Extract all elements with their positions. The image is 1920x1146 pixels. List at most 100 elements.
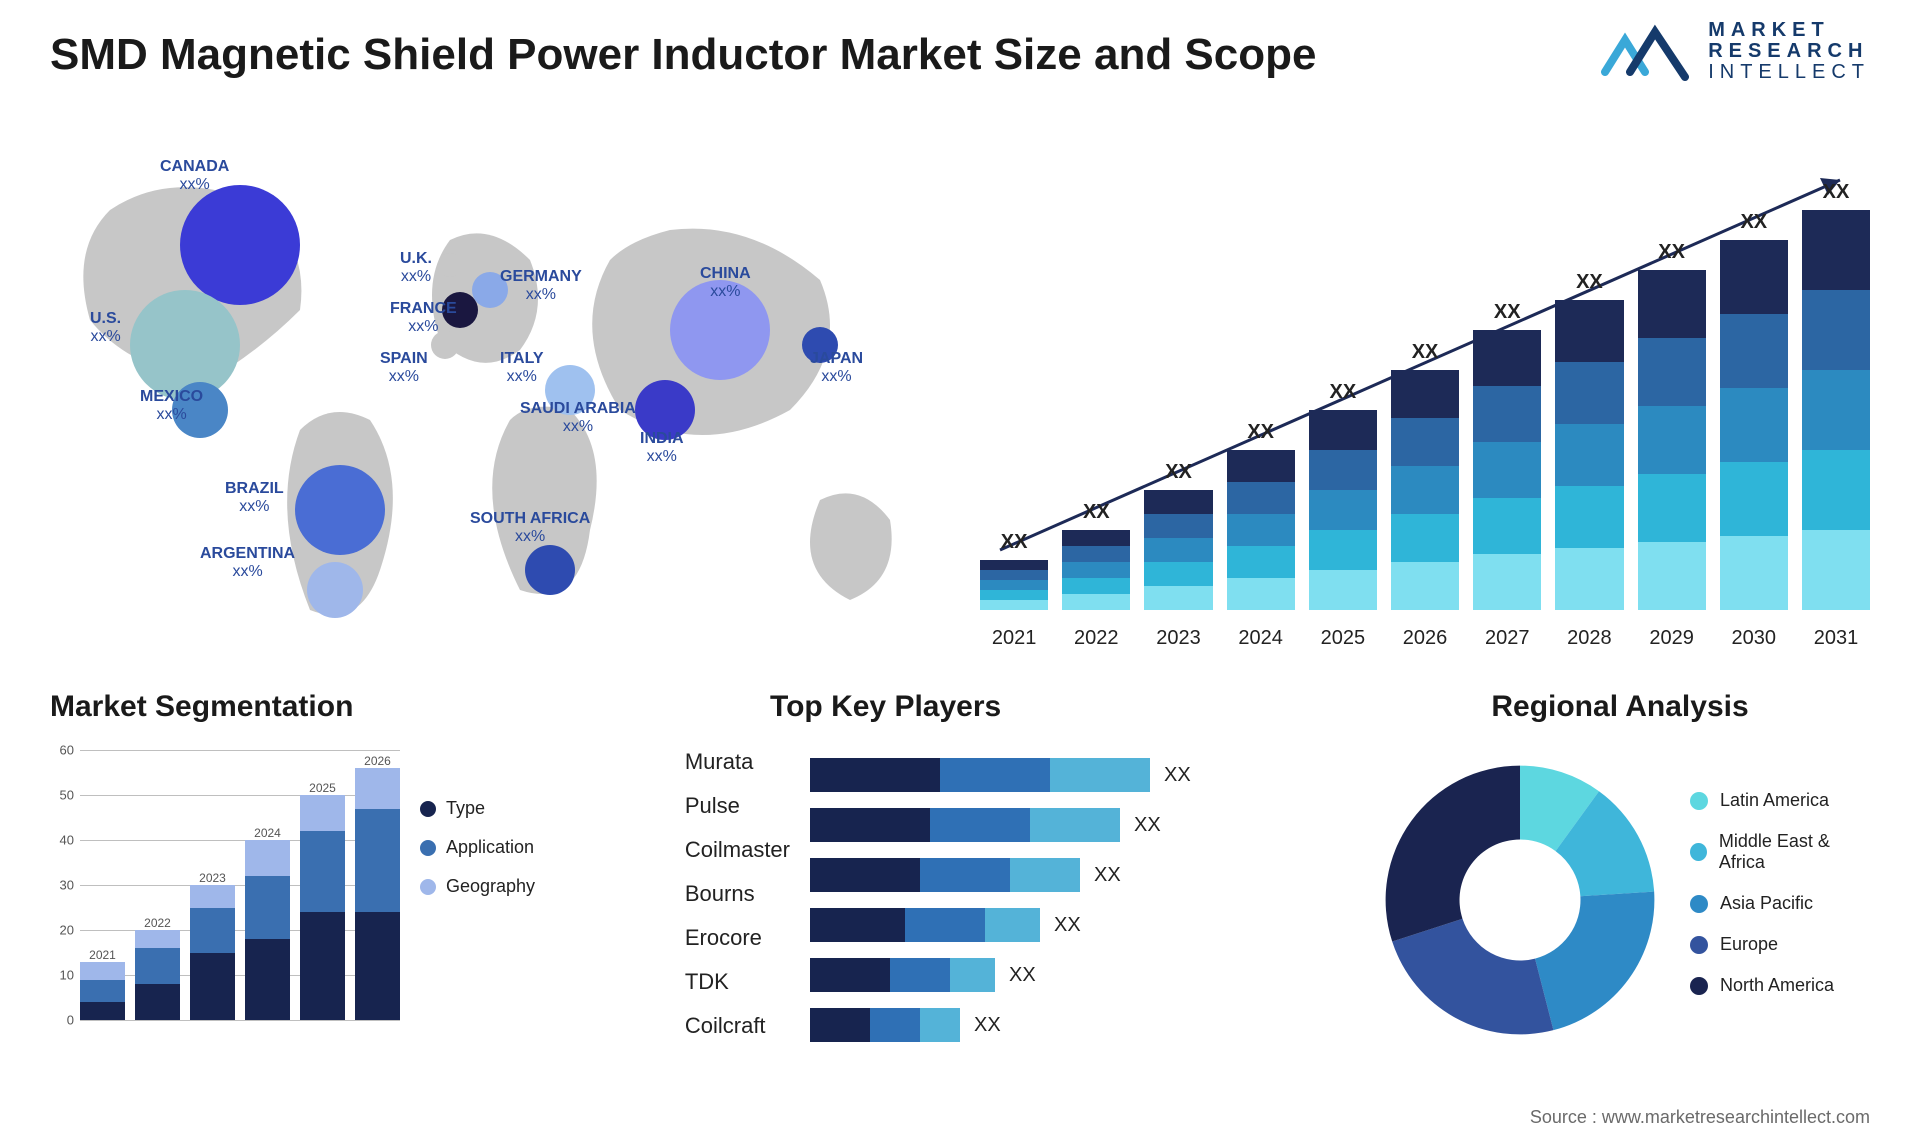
growth-bar-value: XX xyxy=(1740,211,1767,234)
map-country-italy xyxy=(481,321,509,349)
map-country-us xyxy=(130,290,240,400)
growth-xtick: 2028 xyxy=(1555,627,1623,650)
keyplayer-row: XX xyxy=(810,908,1270,942)
donut-chart xyxy=(1380,760,1660,1040)
keyplayers-section: Top Key Players XX XX XX XX XX XX xyxy=(770,690,1310,1070)
page-title: SMD Magnetic Shield Power Inductor Marke… xyxy=(50,30,1316,80)
keyplayer-row: XX xyxy=(810,808,1270,842)
seg-bar-2022: 2022 xyxy=(135,910,180,1020)
growth-bar-2023: XX xyxy=(1144,461,1212,610)
growth-bar-2024: XX xyxy=(1227,421,1295,610)
growth-bar-value: XX xyxy=(1823,181,1850,204)
seg-legend-item: Type xyxy=(420,798,535,819)
growth-bar-2030: XX xyxy=(1720,211,1788,610)
segmentation-section: Market Segmentation 01020304050602021202… xyxy=(50,690,610,1070)
map-label-italy: ITALYxx% xyxy=(500,350,544,385)
map-country-argentina xyxy=(307,562,363,618)
map-country-uk xyxy=(438,253,462,277)
donut-slice xyxy=(1392,919,1553,1035)
seg-legend-item: Application xyxy=(420,837,535,858)
map-country-canada xyxy=(180,185,300,305)
regional-section: Regional Analysis Latin America Middle Ea… xyxy=(1370,690,1870,1070)
map-country-spain xyxy=(431,331,459,359)
growth-bar-value: XX xyxy=(1330,381,1357,404)
growth-bar-2029: XX xyxy=(1638,241,1706,610)
growth-xtick: 2022 xyxy=(1062,627,1130,650)
growth-bar-value: XX xyxy=(1247,421,1274,444)
growth-xtick: 2029 xyxy=(1638,627,1706,650)
growth-bar-value: XX xyxy=(1083,501,1110,524)
growth-xtick: 2030 xyxy=(1720,627,1788,650)
source-text: Source : www.marketresearchintellect.com xyxy=(1530,1107,1870,1128)
regional-title: Regional Analysis xyxy=(1370,690,1870,724)
map-label-uk: U.K.xx% xyxy=(400,250,432,285)
keyplayers-chart: XX XX XX XX XX XX xyxy=(810,750,1270,1050)
keyplayer-row: XX xyxy=(810,1008,1270,1042)
seg-legend-item: Geography xyxy=(420,876,535,897)
growth-bar-value: XX xyxy=(1165,461,1192,484)
growth-xtick: 2027 xyxy=(1473,627,1541,650)
logo-text: MARKET RESEARCH INTELLECT xyxy=(1708,20,1870,83)
segmentation-legend: Type Application Geography xyxy=(420,780,535,915)
donut-legend-item: Middle East & Africa xyxy=(1690,831,1870,873)
keyplayers-title: Top Key Players xyxy=(770,690,1310,724)
map-label-argentina: ARGENTINAxx% xyxy=(200,545,295,580)
keyplayer-row: XX xyxy=(810,758,1270,792)
growth-bar-value: XX xyxy=(1658,241,1685,264)
keyplayer-row: XX xyxy=(810,858,1270,892)
logo-line1: MARKET xyxy=(1708,20,1870,41)
growth-bar-2025: XX xyxy=(1309,381,1377,610)
logo-icon xyxy=(1600,22,1690,82)
map-label-india: INDIAxx% xyxy=(640,430,684,465)
growth-bar-value: XX xyxy=(1576,271,1603,294)
keyplayer-row: XX xyxy=(810,958,1270,992)
seg-bar-2026: 2026 xyxy=(355,748,400,1020)
map-label-brazil: BRAZILxx% xyxy=(225,480,284,515)
donut-legend: Latin America Middle East & Africa Asia Pa… xyxy=(1690,770,1870,1016)
map-label-mexico: MEXICOxx% xyxy=(140,388,203,423)
map-label-spain: SPAINxx% xyxy=(380,350,428,385)
map-country-brazil xyxy=(295,465,385,555)
seg-bar-2021: 2021 xyxy=(80,942,125,1021)
map-label-france: FRANCExx% xyxy=(390,300,457,335)
growth-bar-value: XX xyxy=(1494,301,1521,324)
logo-line2: RESEARCH xyxy=(1708,41,1870,62)
growth-xtick: 2024 xyxy=(1227,627,1295,650)
segmentation-chart: 0102030405060202120222023202420252026 xyxy=(50,750,400,1040)
growth-xtick: 2023 xyxy=(1144,627,1212,650)
growth-bar-value: XX xyxy=(1001,531,1028,554)
seg-bar-2025: 2025 xyxy=(300,775,345,1020)
map-label-canada: CANADAxx% xyxy=(160,158,229,193)
donut-legend-item: Asia Pacific xyxy=(1690,893,1870,914)
map-label-safrica: SOUTH AFRICAxx% xyxy=(470,510,590,545)
donut-legend-item: Europe xyxy=(1690,934,1870,955)
growth-chart: XX XX XX XX XX XX XX XX XX XX XX 2021 2022 2023 2024 2… xyxy=(980,150,1870,650)
donut-legend-item: Latin America xyxy=(1690,790,1870,811)
logo-line3: INTELLECT xyxy=(1708,62,1870,83)
growth-bar-2022: XX xyxy=(1062,501,1130,610)
growth-bar-2027: XX xyxy=(1473,301,1541,610)
map-label-japan: JAPANxx% xyxy=(810,350,863,385)
seg-bar-2024: 2024 xyxy=(245,820,290,1020)
segmentation-title: Market Segmentation xyxy=(50,690,610,724)
map-label-germany: GERMANYxx% xyxy=(500,268,582,303)
seg-bar-2023: 2023 xyxy=(190,865,235,1020)
donut-legend-item: North America xyxy=(1690,975,1870,996)
growth-xtick: 2025 xyxy=(1309,627,1377,650)
growth-bar-value: XX xyxy=(1412,341,1439,364)
growth-bar-2026: XX xyxy=(1391,341,1459,610)
growth-xtick: 2026 xyxy=(1391,627,1459,650)
growth-xtick: 2021 xyxy=(980,627,1048,650)
map-label-saudi: SAUDI ARABIAxx% xyxy=(520,400,636,435)
donut-slice xyxy=(1386,766,1520,942)
world-map: CANADAxx% U.S.xx% MEXICOxx% BRAZILxx% ARGENT… xyxy=(50,150,930,650)
map-label-us: U.S.xx% xyxy=(90,310,121,345)
growth-bar-2021: XX xyxy=(980,531,1048,610)
map-country-safrica xyxy=(525,545,575,595)
growth-xtick: 2031 xyxy=(1802,627,1870,650)
growth-bar-2031: XX xyxy=(1802,181,1870,610)
map-label-china: CHINAxx% xyxy=(700,265,751,300)
donut-slice xyxy=(1535,892,1654,1031)
growth-bar-2028: XX xyxy=(1555,271,1623,610)
logo: MARKET RESEARCH INTELLECT xyxy=(1600,20,1870,83)
